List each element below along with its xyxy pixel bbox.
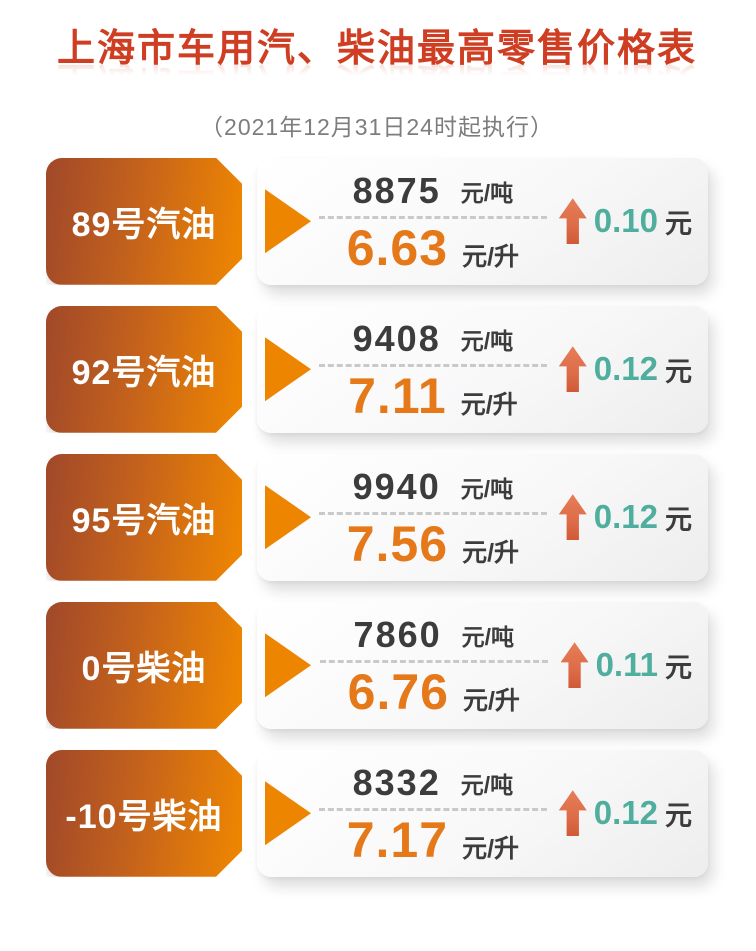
liter-price-unit: 元/升 xyxy=(462,538,520,567)
change-unit: 元 xyxy=(665,208,692,239)
change-value: 0.11 xyxy=(595,646,658,684)
price-card: 8332 元/吨 7.17 元/升 0.12 元 xyxy=(257,749,708,877)
fuel-row: 0号柴油 7860 元/吨 6.76 元/升 0.1 xyxy=(46,601,708,729)
change-unit: 元 xyxy=(665,652,692,683)
dashed-divider xyxy=(318,363,547,367)
ton-price: 9408 xyxy=(352,317,441,359)
ton-price-unit: 元/吨 xyxy=(461,623,515,650)
ton-price: 8875 xyxy=(352,169,441,211)
price-change: 0.12 元 xyxy=(558,346,692,393)
change-value: 0.12 xyxy=(593,350,658,388)
price-change: 0.12 元 xyxy=(558,494,692,541)
pointer-triangle-icon xyxy=(265,337,311,402)
increase-arrow-icon xyxy=(560,642,589,689)
ton-price-unit: 元/吨 xyxy=(460,327,514,354)
pointer-triangle-icon xyxy=(265,633,311,698)
liter-price-line: 7.11 元/升 xyxy=(348,371,518,421)
ton-price-line: 8332 元/吨 xyxy=(353,762,513,804)
dashed-divider xyxy=(318,511,547,515)
fuel-type-label: 95号汽油 xyxy=(71,501,217,540)
liter-price-line: 7.56 元/升 xyxy=(347,519,519,569)
liter-price-unit: 元/升 xyxy=(462,686,520,715)
ton-price: 8332 xyxy=(352,761,441,803)
page-title: 上海市车用汽、柴油最高零售价格表 xyxy=(56,28,697,70)
liter-price: 7.17 xyxy=(346,811,449,868)
fuel-type-badge: 95号汽油 xyxy=(46,454,242,581)
change-value: 0.10 xyxy=(593,202,658,240)
dashed-divider xyxy=(318,215,547,219)
price-change: 0.11 元 xyxy=(560,642,692,689)
change-value: 0.12 xyxy=(593,794,658,832)
liter-price-unit: 元/升 xyxy=(462,834,520,863)
fuel-type-badge: 92号汽油 xyxy=(46,306,242,433)
fuel-row: 89号汽油 8875 元/吨 6.63 元/升 0. xyxy=(46,157,708,285)
liter-price-line: 7.17 元/升 xyxy=(347,815,519,865)
ton-price-unit: 元/吨 xyxy=(460,771,514,798)
ton-price-line: 7860 元/吨 xyxy=(354,614,514,656)
liter-price-line: 6.63 元/升 xyxy=(347,223,519,273)
pointer-triangle-icon xyxy=(265,485,311,550)
header: 上海市车用汽、柴油最高零售价格表 （2021年12月31日24时起执行） xyxy=(46,28,708,142)
ton-price-unit: 元/吨 xyxy=(460,179,514,206)
increase-arrow-icon xyxy=(558,790,587,837)
liter-price: 7.11 xyxy=(348,367,447,424)
increase-arrow-icon xyxy=(558,494,587,541)
change-unit: 元 xyxy=(665,356,692,387)
price-block: 7860 元/吨 6.76 元/升 xyxy=(311,614,557,717)
ton-price: 9940 xyxy=(352,465,441,507)
fuel-row: -10号柴油 8332 元/吨 7.17 元/升 0 xyxy=(46,749,708,877)
liter-price-line: 6.76 元/升 xyxy=(348,667,520,717)
ton-price-line: 9940 元/吨 xyxy=(353,466,513,508)
price-card: 8875 元/吨 6.63 元/升 0.10 元 xyxy=(257,157,708,285)
change-unit: 元 xyxy=(665,800,692,831)
fuel-type-badge: 0号柴油 xyxy=(46,602,242,729)
liter-price: 6.63 xyxy=(346,219,449,276)
fuel-row: 95号汽油 9940 元/吨 7.56 元/升 0. xyxy=(46,453,708,581)
fuel-type-label: 92号汽油 xyxy=(71,353,217,392)
pointer-triangle-icon xyxy=(265,781,311,846)
effective-date: （2021年12月31日24时起执行） xyxy=(200,113,554,140)
increase-arrow-icon xyxy=(558,346,587,393)
liter-price-unit: 元/升 xyxy=(460,390,518,419)
liter-price: 6.76 xyxy=(347,663,449,720)
price-card: 7860 元/吨 6.76 元/升 0.11 元 xyxy=(257,601,708,729)
change-unit: 元 xyxy=(665,504,692,535)
price-rows: 89号汽油 8875 元/吨 6.63 元/升 0. xyxy=(46,157,708,877)
price-block: 8875 元/吨 6.63 元/升 xyxy=(311,170,555,273)
dashed-divider xyxy=(319,659,548,663)
ton-price: 7860 xyxy=(353,613,442,655)
price-block: 8332 元/吨 7.17 元/升 xyxy=(311,762,555,865)
price-card: 9408 元/吨 7.11 元/升 0.12 元 xyxy=(257,305,708,433)
price-block: 9408 元/吨 7.11 元/升 xyxy=(311,318,555,421)
change-value: 0.12 xyxy=(593,498,658,536)
fuel-type-label: -10号柴油 xyxy=(65,797,223,836)
ton-price-line: 8875 元/吨 xyxy=(353,170,513,212)
fuel-type-badge: 89号汽油 xyxy=(46,158,242,285)
ton-price-line: 9408 元/吨 xyxy=(353,318,513,360)
fuel-type-label: 89号汽油 xyxy=(71,205,217,244)
fuel-type-label: 0号柴油 xyxy=(81,649,207,688)
liter-price: 7.56 xyxy=(346,515,449,572)
fuel-row: 92号汽油 9408 元/吨 7.11 元/升 0. xyxy=(46,305,708,433)
price-change: 0.12 元 xyxy=(558,790,692,837)
price-card: 9940 元/吨 7.56 元/升 0.12 元 xyxy=(257,453,708,581)
fuel-type-badge: -10号柴油 xyxy=(46,750,242,877)
fuel-price-infographic: 上海市车用汽、柴油最高零售价格表 （2021年12月31日24时起执行） 89号… xyxy=(0,28,756,951)
ton-price-unit: 元/吨 xyxy=(460,475,514,502)
price-change: 0.10 元 xyxy=(558,198,692,245)
dashed-divider xyxy=(318,807,547,811)
pointer-triangle-icon xyxy=(265,189,311,254)
liter-price-unit: 元/升 xyxy=(462,242,520,271)
increase-arrow-icon xyxy=(558,198,587,245)
price-block: 9940 元/吨 7.56 元/升 xyxy=(311,466,555,569)
